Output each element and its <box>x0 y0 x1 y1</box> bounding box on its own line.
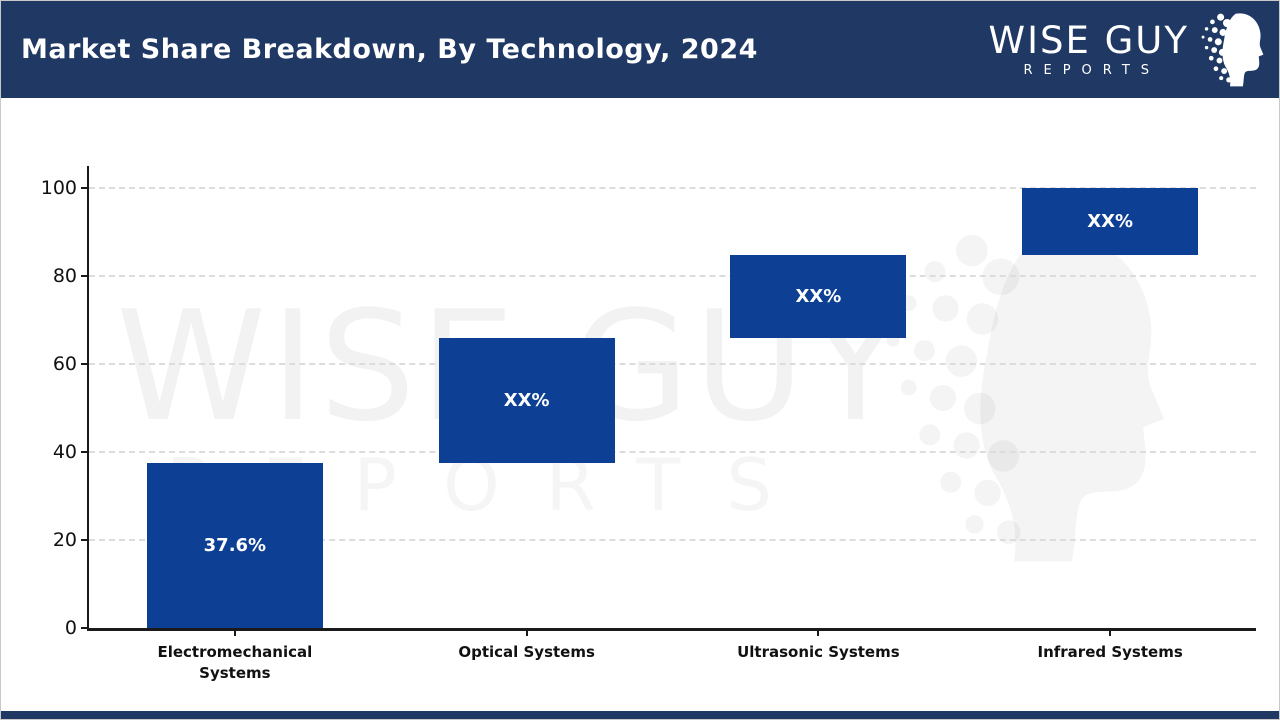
gridline-40 <box>89 451 1256 453</box>
x-tick-1 <box>233 628 236 636</box>
x-category-label-4: Infrared Systems <box>1037 643 1183 661</box>
y-tick-80 <box>81 275 89 277</box>
bar-value-label-3: XX% <box>795 285 842 307</box>
bar-value-label-1: 37.6% <box>203 534 267 556</box>
x-category-label-2: Optical Systems <box>458 643 595 661</box>
y-tick-20 <box>81 539 89 541</box>
y-tick-label-100: 100 <box>40 177 77 199</box>
x-category-label-3: Ultrasonic Systems <box>737 643 900 661</box>
bar-value-label-4: XX% <box>1087 210 1134 232</box>
logo-wordmark: WISE GUY <box>988 18 1189 62</box>
y-tick-label-0: 0 <box>64 617 77 639</box>
y-tick-label-60: 60 <box>52 353 77 375</box>
logo-text: WISE GUY REPORTS <box>989 22 1189 78</box>
y-tick-100 <box>81 187 89 189</box>
wiseguy-logo: WISE GUY REPORTS <box>989 9 1267 91</box>
gridline-80 <box>89 275 1256 277</box>
logo-subtitle: REPORTS <box>1023 62 1161 78</box>
y-tick-label-80: 80 <box>52 265 77 287</box>
header-bar: Market Share Breakdown, By Technology, 2… <box>1 1 1279 98</box>
bar-4: XX% <box>1022 188 1199 255</box>
bar-1: 37.6% <box>146 462 323 628</box>
logo-head-icon <box>1201 12 1264 86</box>
bar-3: XX% <box>730 254 907 339</box>
x-tick-4 <box>1109 628 1112 636</box>
x-tick-3 <box>817 628 820 636</box>
bar-value-label-2: XX% <box>503 389 550 411</box>
y-tick-label-20: 20 <box>52 529 77 551</box>
y-tick-60 <box>81 363 89 365</box>
footer-bar <box>1 711 1279 719</box>
x-category-label-1: Electromechanical Systems <box>157 643 313 682</box>
x-axis <box>87 628 1256 631</box>
x-tick-2 <box>525 628 528 636</box>
bar-2: XX% <box>438 338 615 463</box>
y-tick-40 <box>81 451 89 453</box>
gridline-60 <box>89 363 1256 365</box>
chart-canvas: WISE GUY REPORTS 02040608010037.6%Electr… <box>1 98 1279 713</box>
y-tick-label-40: 40 <box>52 441 77 463</box>
chart-title: Market Share Breakdown, By Technology, 2… <box>21 34 758 65</box>
y-tick-0 <box>81 627 89 629</box>
y-axis <box>87 166 89 628</box>
gridline-20 <box>89 539 1256 541</box>
gridline-100 <box>89 187 1256 189</box>
